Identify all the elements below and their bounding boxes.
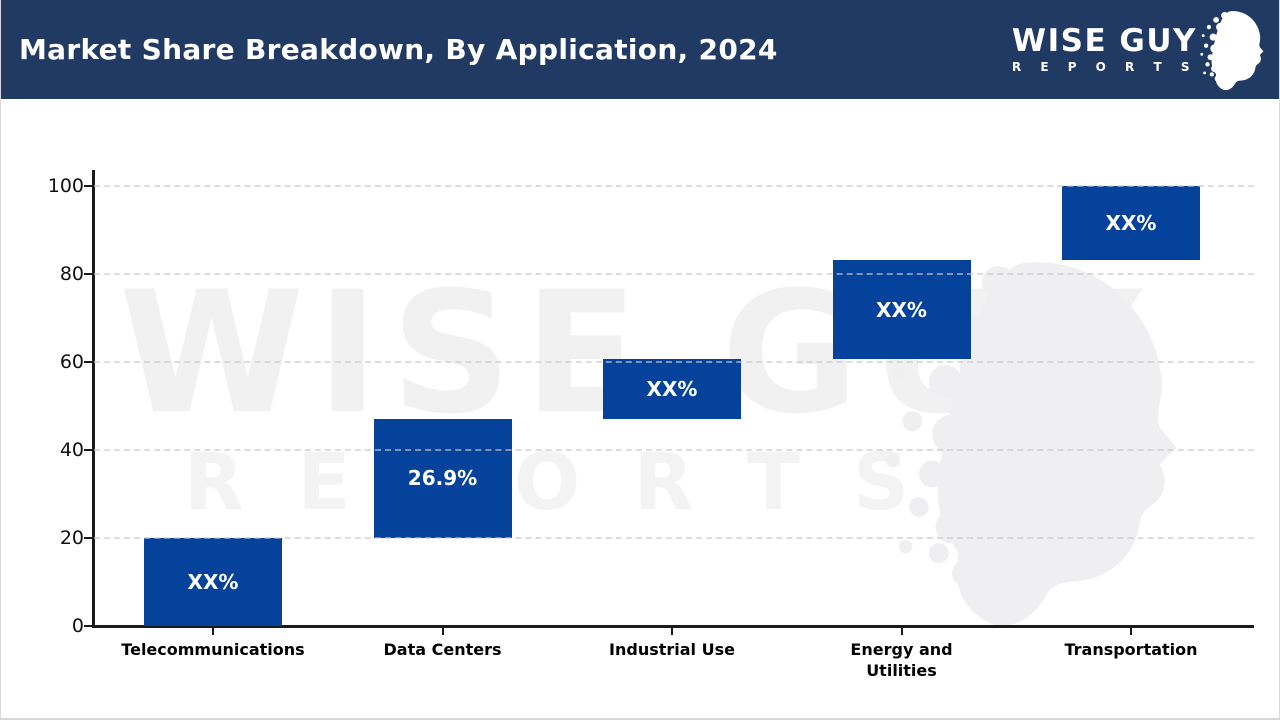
x-axis-label-telecommunications: Telecommunications xyxy=(98,639,328,660)
bar-data-centers xyxy=(373,419,512,538)
bar-value-label-telecommunications: XX% xyxy=(187,569,239,594)
brand-logo: WISE GUY R E P O R T S xyxy=(1012,7,1265,93)
x-axis-label-line: Energy and xyxy=(850,640,953,659)
x-axis-label-industrial-use: Industrial Use xyxy=(557,639,787,660)
y-axis-line xyxy=(92,170,95,628)
x-axis-label-energy-and-utilities: Energy and Utilities xyxy=(787,639,1017,681)
x-axis-label-line: Utilities xyxy=(866,661,937,680)
x-axis-label-line: Transportation xyxy=(1064,640,1198,659)
brand-name: WISE GUY xyxy=(1011,23,1197,59)
y-axis-tick-label-0: 0 xyxy=(71,615,84,637)
gridline-80 xyxy=(94,273,1254,275)
x-axis-label-line: Data Centers xyxy=(383,640,502,659)
bar-energy-and-utilities xyxy=(832,260,971,360)
bar-telecommunications xyxy=(144,537,282,626)
y-axis-tick-20 xyxy=(84,537,92,539)
y-axis-tick-label-20: 20 xyxy=(59,527,84,549)
y-axis-tick-80 xyxy=(84,273,92,275)
gridline-20 xyxy=(94,537,1254,539)
x-axis-label-line: Industrial Use xyxy=(609,640,735,659)
header-bar: Market Share Breakdown, By Application, … xyxy=(1,0,1279,99)
gridline-40 xyxy=(94,449,1254,451)
y-axis-tick-label-80: 80 xyxy=(59,263,84,285)
x-axis-label-transportation: Transportation xyxy=(1016,639,1246,660)
x-axis-tick-transportation xyxy=(1130,626,1132,635)
bar-value-label-energy-and-utilities: XX% xyxy=(876,297,927,322)
x-axis-tick-data-centers xyxy=(441,626,444,635)
y-axis-tick-40 xyxy=(84,449,92,451)
y-axis-tick-label-100: 100 xyxy=(47,175,84,197)
gridline-60 xyxy=(94,361,1254,363)
x-axis-tick-energy-and-utilities xyxy=(900,626,903,635)
x-axis-label-data-centers: Data Centers xyxy=(328,639,558,660)
y-axis-tick-label-60: 60 xyxy=(59,351,84,373)
bar-value-label-industrial-use: XX% xyxy=(646,377,698,402)
watermark-brand-subtext: R E P O R T S xyxy=(184,438,923,528)
brand-subtitle: R E P O R T S xyxy=(1011,60,1197,74)
x-axis-tick-telecommunications xyxy=(212,626,214,635)
brand-logo-text: WISE GUY R E P O R T S xyxy=(1011,23,1197,74)
y-axis-tick-60 xyxy=(84,361,92,363)
chart-title: Market Share Breakdown, By Application, … xyxy=(19,33,778,66)
y-axis-tick-0 xyxy=(84,625,92,627)
gridline-100 xyxy=(94,185,1254,187)
bar-industrial-use xyxy=(603,359,741,420)
bar-transportation xyxy=(1062,186,1200,261)
bar-value-label-transportation: XX% xyxy=(1105,211,1157,236)
y-axis-tick-100 xyxy=(84,185,92,187)
wiseguy-face-icon xyxy=(1200,10,1264,90)
bar-value-label-data-centers: 26.9% xyxy=(407,466,478,491)
x-axis-line xyxy=(92,625,1254,628)
y-axis-tick-label-40: 40 xyxy=(59,439,84,461)
x-axis-tick-industrial-use xyxy=(671,626,673,635)
x-axis-label-line: Telecommunications xyxy=(121,640,305,659)
